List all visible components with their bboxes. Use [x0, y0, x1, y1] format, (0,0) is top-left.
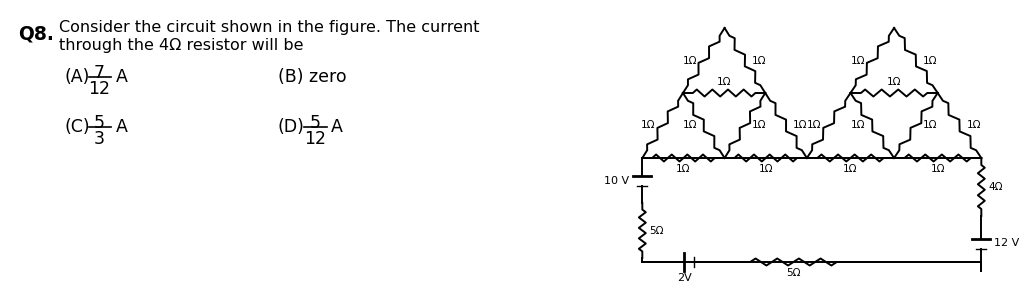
Text: 10 V: 10 V	[604, 175, 630, 186]
Text: 1Ω: 1Ω	[682, 121, 697, 131]
Text: 1Ω: 1Ω	[931, 164, 945, 174]
Text: (C): (C)	[65, 118, 90, 136]
Text: 5Ω: 5Ω	[786, 268, 801, 278]
Text: A: A	[116, 118, 128, 136]
Text: 1Ω: 1Ω	[752, 121, 766, 131]
Text: 1Ω: 1Ω	[717, 77, 731, 87]
Text: 12: 12	[88, 80, 111, 98]
Text: 1Ω: 1Ω	[641, 121, 655, 131]
Text: 5Ω: 5Ω	[649, 225, 664, 236]
Text: through the 4Ω resistor will be: through the 4Ω resistor will be	[59, 38, 304, 53]
Text: 1Ω: 1Ω	[752, 55, 766, 66]
Text: 1Ω: 1Ω	[807, 121, 821, 131]
Text: 2V: 2V	[677, 273, 692, 283]
Text: 1Ω: 1Ω	[682, 55, 697, 66]
Text: 1Ω: 1Ω	[967, 121, 981, 131]
Text: 1Ω: 1Ω	[759, 164, 773, 174]
Text: 5: 5	[93, 114, 104, 132]
Text: 5: 5	[309, 114, 321, 132]
Text: 4Ω: 4Ω	[988, 182, 1002, 192]
Text: 1Ω: 1Ω	[793, 121, 808, 131]
Text: 1Ω: 1Ω	[851, 55, 865, 66]
Text: 1Ω: 1Ω	[676, 164, 691, 174]
Text: (A): (A)	[65, 68, 90, 86]
Text: 7: 7	[93, 64, 104, 82]
Text: 3: 3	[93, 130, 104, 148]
Text: 1Ω: 1Ω	[851, 121, 865, 131]
Text: A: A	[331, 118, 343, 136]
Text: Q8.: Q8.	[17, 25, 53, 44]
Text: 1Ω: 1Ω	[923, 121, 937, 131]
Text: Consider the circuit shown in the figure. The current: Consider the circuit shown in the figure…	[59, 20, 480, 35]
Text: 1Ω: 1Ω	[843, 164, 858, 174]
Text: A: A	[116, 68, 128, 86]
Text: 12 V: 12 V	[994, 238, 1020, 249]
Text: 1Ω: 1Ω	[887, 77, 901, 87]
Text: (B) zero: (B) zero	[278, 68, 346, 86]
Text: 1Ω: 1Ω	[923, 55, 937, 66]
Text: (D): (D)	[278, 118, 304, 136]
Text: 12: 12	[304, 130, 327, 148]
